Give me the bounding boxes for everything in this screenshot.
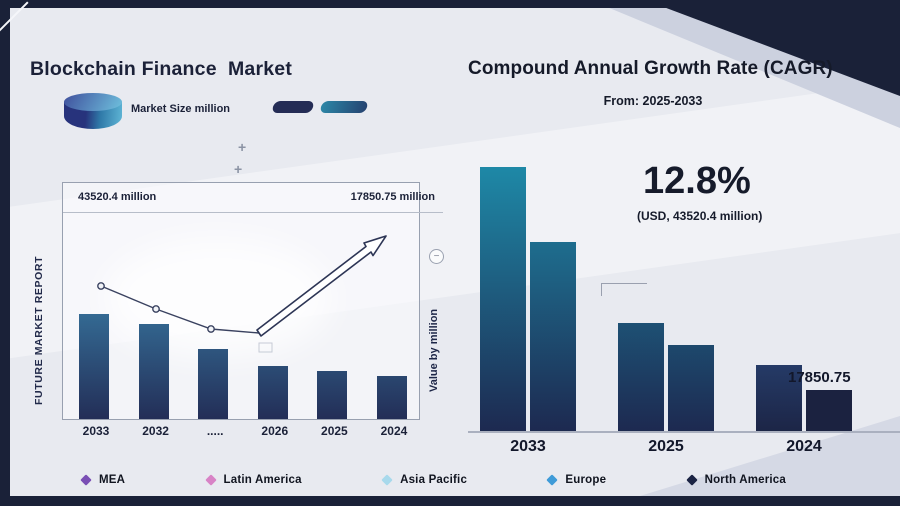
legend-label: Asia Pacific xyxy=(400,474,468,486)
legend-label: MEA xyxy=(99,474,126,486)
right-axis-label-2025: 2025 xyxy=(648,438,684,455)
cagr-subtitle: From: 2025-2033 xyxy=(603,94,703,108)
value-axis-label: Value by million xyxy=(428,308,440,392)
market-size-bar-2032 xyxy=(138,324,169,419)
cagr-bar-2033-2 xyxy=(530,242,576,432)
future-market-report-label: FUTURE MARKET REPORT xyxy=(33,255,45,405)
cagr-bar-2025-1 xyxy=(618,323,664,432)
market-size-bar-2025 xyxy=(317,371,348,419)
legend-bullet-icon xyxy=(546,474,559,486)
market-size-bar-..... xyxy=(198,349,229,419)
legend-bullet-icon xyxy=(204,474,217,486)
legend-item-europe: Europe xyxy=(546,474,607,486)
right-chart-x-axis: 2033 2025 2024 xyxy=(480,438,852,456)
right-axis-label-2024: 2024 xyxy=(786,438,822,455)
market-size-chart-panel: 43520.4 million 17850.75 million xyxy=(62,182,443,420)
cagr-bar-group-2025 xyxy=(618,323,714,432)
frame-top xyxy=(0,0,900,8)
frame-left xyxy=(0,0,10,506)
cagr-bar-group-2033 xyxy=(480,167,576,432)
left-axis-label-2033: 2033 xyxy=(82,424,110,438)
cagr-bar-2025-2 xyxy=(668,345,714,432)
pill-decoration-navy xyxy=(271,101,315,113)
market-size-bar-2033 xyxy=(79,314,109,419)
cagr-bar-2024-1 xyxy=(756,365,802,432)
legend-label: Europe xyxy=(565,474,607,486)
page-title: Blockchain Finance Market xyxy=(30,58,293,80)
legend-label: Latin America xyxy=(223,474,302,486)
legend-label: North America xyxy=(704,474,786,486)
legend-bullet-icon xyxy=(80,474,92,486)
legend-item-north-america: North America xyxy=(685,474,786,486)
legend-item-asia-pacific: Asia Pacific xyxy=(381,474,468,486)
right-axis-label-2033: 2033 xyxy=(510,438,546,455)
cagr-note: (USD, 43520.4 million) xyxy=(637,209,763,223)
cagr-baseline xyxy=(468,431,900,433)
cagr-bar-chart xyxy=(480,160,852,432)
panel-divider-line xyxy=(63,212,443,213)
cagr-bar-2033-1 xyxy=(480,167,526,432)
frame-bottom xyxy=(0,496,900,506)
legend-bullet-icon xyxy=(685,474,698,486)
cagr-bar-group-2024 xyxy=(756,365,852,432)
start-value-label: 43520.4 million xyxy=(78,191,157,203)
cylinder-top xyxy=(64,93,122,111)
market-size-bars xyxy=(79,307,407,419)
legend-item-mea: MEA xyxy=(80,474,126,486)
value-annotation-2024: 17850.75 xyxy=(788,369,851,386)
market-size-bar-2026 xyxy=(257,366,288,419)
legend-item-latin-america: Latin America xyxy=(204,474,302,486)
left-axis-label-.....: ..... xyxy=(206,424,224,438)
database-cylinder-icon xyxy=(64,92,122,132)
cagr-bar-2024-2 xyxy=(806,390,852,432)
step-line-decoration xyxy=(601,283,647,296)
legend-bullet-icon xyxy=(381,474,393,486)
region-legend: MEA Latin America Asia Pacific Europe North … xyxy=(80,474,786,486)
left-axis-label-2032: 2032 xyxy=(142,424,169,438)
left-axis-label-2026: 2026 xyxy=(261,424,289,438)
end-value-label: 17850.75 million xyxy=(350,191,435,203)
pill-decoration-teal xyxy=(319,101,369,113)
left-chart-x-axis: 2033 2032..... 2026 2025 2024 xyxy=(72,424,418,438)
plus-icon: + xyxy=(234,161,243,177)
plus-icon: + xyxy=(238,139,247,155)
market-size-bar-2024 xyxy=(376,376,407,419)
left-axis-label-2025: 2025 xyxy=(321,424,348,438)
market-size-label: Market Size million xyxy=(131,103,231,115)
cagr-title: Compound Annual Growth Rate (CAGR) xyxy=(468,58,833,79)
left-axis-label-2024: 2024 xyxy=(380,424,408,438)
minus-icon: − xyxy=(429,249,444,264)
cagr-value: 12.8% xyxy=(643,160,751,202)
